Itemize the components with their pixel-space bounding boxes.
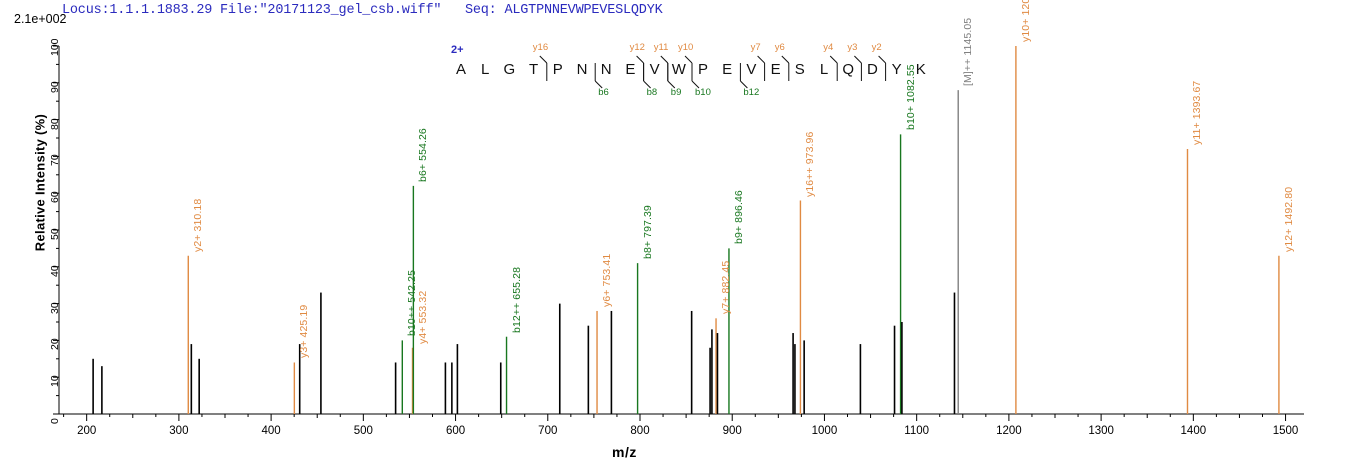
x-tick-label: 500 bbox=[353, 425, 373, 437]
sequence-residue: E bbox=[625, 61, 636, 78]
y-tick-label: 70 bbox=[49, 154, 61, 167]
y-ion-label: y4 bbox=[823, 42, 834, 53]
y-ion-label: y7 bbox=[750, 42, 761, 53]
sequence-residue: W bbox=[671, 61, 686, 78]
sequence-residue: N bbox=[600, 61, 612, 78]
peak-label: b8+ 797.39 bbox=[641, 205, 654, 260]
peak-label: y10+ 1207.60 bbox=[1019, 0, 1032, 42]
b-ion-label: b6 bbox=[598, 87, 609, 98]
x-tick-label: 800 bbox=[630, 425, 650, 437]
x-tick-label: 1200 bbox=[996, 425, 1022, 437]
y-tick-label: 20 bbox=[49, 338, 61, 351]
sequence-residue: V bbox=[649, 61, 660, 78]
base-peak-intensity-label: 2.1e+002 bbox=[14, 12, 67, 26]
y-tick-label: 50 bbox=[49, 228, 61, 240]
peak-label: b6+ 554.26 bbox=[417, 127, 430, 182]
y-tick-label: 30 bbox=[49, 301, 61, 314]
sequence-residue: K bbox=[915, 61, 926, 78]
sequence-residue: S bbox=[794, 61, 805, 78]
x-tick-label: 200 bbox=[77, 425, 97, 437]
x-tick-label: 700 bbox=[538, 425, 558, 437]
sequence-residue: V bbox=[746, 61, 757, 78]
b-ion-label: b8 bbox=[646, 87, 658, 98]
y-ion-label: y10 bbox=[678, 42, 694, 53]
sequence-residue: G bbox=[503, 61, 516, 78]
sequence-residue: E bbox=[770, 61, 781, 78]
y-tick-label: 40 bbox=[49, 265, 61, 277]
b-ion-label: b12 bbox=[743, 87, 760, 98]
y-ion-label: y6 bbox=[774, 42, 785, 53]
sequence-residue: Q bbox=[842, 61, 855, 78]
y-ion-label: y3 bbox=[847, 42, 858, 53]
sequence-residue: P bbox=[697, 61, 708, 78]
y-ion-label: y11 bbox=[653, 42, 669, 53]
peak-label: y6+ 753.41 bbox=[601, 253, 614, 307]
x-tick-label: 1100 bbox=[904, 425, 930, 437]
x-tick-label: 1300 bbox=[1088, 425, 1114, 437]
sequence-ladder-marks bbox=[539, 55, 887, 89]
peak-label: y7+ 882.45 bbox=[720, 261, 733, 315]
y-tick-label: 10 bbox=[49, 375, 61, 388]
peak-label: y4+ 553.32 bbox=[416, 290, 429, 344]
sequence-residue: P bbox=[552, 61, 563, 78]
x-tick-label: 900 bbox=[722, 425, 742, 437]
sequence-residue: A bbox=[455, 61, 466, 78]
y-tick-label: 100 bbox=[49, 38, 61, 56]
y-ion-label: y2 bbox=[871, 42, 882, 53]
x-tick-label: 300 bbox=[169, 425, 189, 437]
sequence-residue: E bbox=[722, 61, 733, 78]
peak-lines bbox=[92, 46, 1280, 414]
y-tick-label: 0 bbox=[49, 418, 61, 424]
y-tick-label: 90 bbox=[49, 81, 61, 93]
peak-label: y2+ 310.18 bbox=[192, 198, 205, 252]
y-ion-label: y16 bbox=[532, 42, 549, 53]
peak-label: y11+ 1393.67 bbox=[1191, 80, 1204, 146]
x-tick-label: 1000 bbox=[811, 425, 838, 437]
y-tick-label: 60 bbox=[49, 191, 61, 204]
peak-label: y3+ 425.19 bbox=[298, 305, 311, 359]
sequence-residue: Y bbox=[891, 61, 902, 78]
b-ion-label: b9 bbox=[670, 87, 682, 98]
peak-label: b9+ 896.46 bbox=[732, 190, 745, 245]
peak-label: [M]++ 1145.05 bbox=[962, 17, 975, 87]
x-axis-title: m/z bbox=[612, 444, 637, 460]
sequence-residue: T bbox=[529, 61, 539, 78]
sequence-residue: N bbox=[576, 61, 588, 78]
x-tick-label: 1500 bbox=[1272, 425, 1299, 437]
x-tick-label: 400 bbox=[261, 425, 281, 437]
y-ion-label: y12 bbox=[629, 42, 645, 53]
y-tick-label: 80 bbox=[49, 117, 61, 130]
sequence-residue: L bbox=[481, 61, 490, 78]
x-tick-label: 600 bbox=[445, 425, 466, 437]
peak-label: y16++ 973.96 bbox=[804, 131, 817, 197]
b-ion-label: b10 bbox=[695, 87, 711, 98]
peak-label: b12++ 655.28 bbox=[510, 266, 523, 333]
sequence-residue: D bbox=[866, 61, 878, 78]
sequence-residue: L bbox=[819, 61, 829, 78]
peak-label: y12+ 1492.80 bbox=[1282, 186, 1295, 252]
axis-lines bbox=[53, 45, 1304, 421]
spectrum-header-text: Locus:1.1.1.1883.29 File:"20171123_gel_c… bbox=[62, 3, 663, 18]
x-tick-label: 1400 bbox=[1180, 425, 1207, 437]
precursor-charge-label: 2+ bbox=[451, 44, 464, 56]
